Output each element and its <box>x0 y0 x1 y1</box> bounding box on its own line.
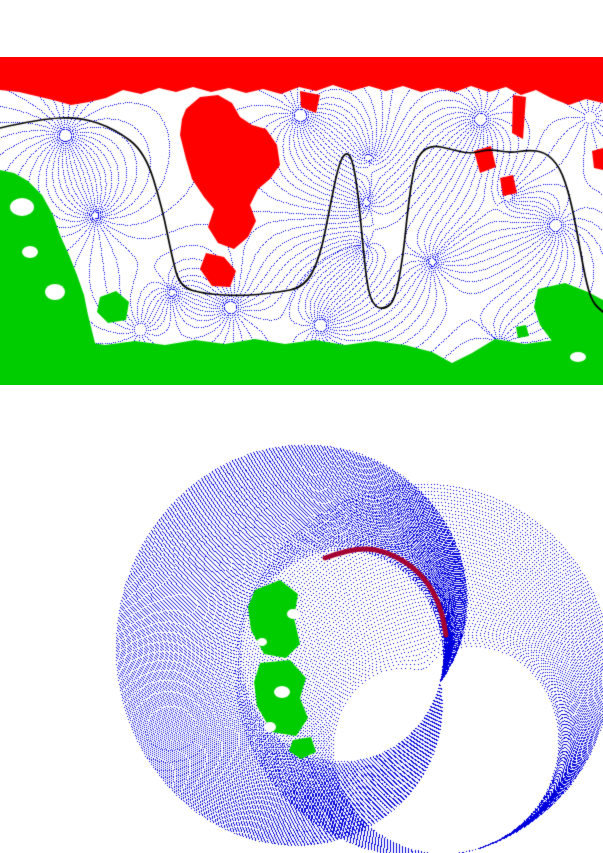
fieldline-3d-render-canvas <box>0 430 603 853</box>
synoptic-fieldline-map-canvas <box>0 57 603 385</box>
